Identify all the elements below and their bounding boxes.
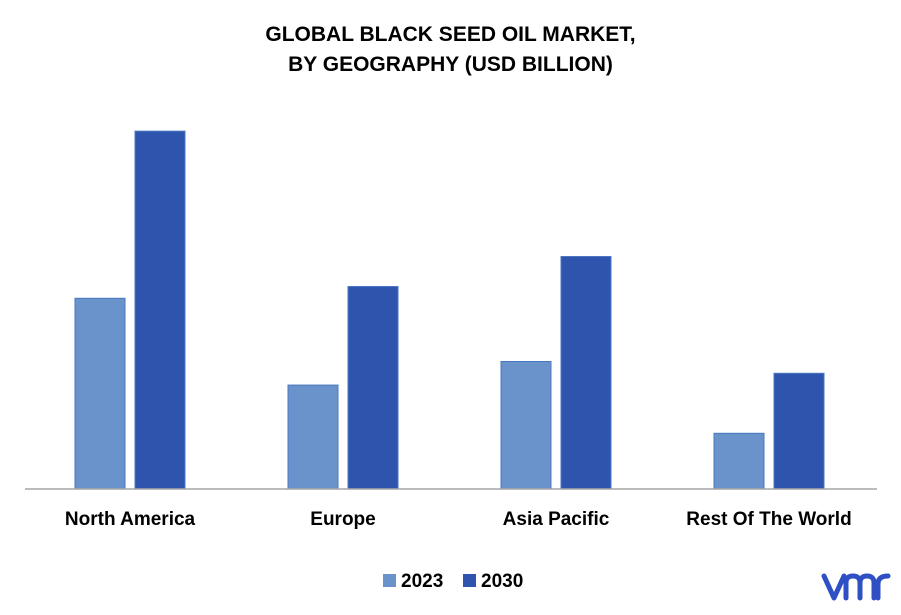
- legend: 2023 2030: [383, 571, 523, 592]
- category-label-rest-of-the-world: Rest Of The World: [686, 509, 851, 530]
- bar-2023-asia-pacific: [500, 361, 552, 490]
- chart-title-line-2: BY GEOGRAPHY (USD BILLION): [288, 53, 613, 76]
- bar-2023-north-america: [74, 297, 126, 490]
- bar-2030-asia-pacific: [560, 256, 612, 490]
- legend-swatch-2030: [463, 574, 476, 587]
- bar-2023-europe: [287, 384, 339, 490]
- chart-title: GLOBAL BLACK SEED OIL MARKET, BY GEOGRAP…: [0, 20, 901, 80]
- chart-title-line-1: GLOBAL BLACK SEED OIL MARKET,: [265, 23, 636, 46]
- category-label-north-america: North America: [65, 509, 196, 530]
- vmr-logo-mark: [821, 573, 891, 601]
- vmr-logo: [821, 573, 891, 601]
- category-label-europe: Europe: [310, 509, 375, 530]
- category-label-asia-pacific: Asia Pacific: [503, 509, 610, 530]
- bar-2023-rest-of-the-world: [713, 432, 765, 490]
- bar-2030-rest-of-the-world: [773, 372, 825, 490]
- legend-label-2030: 2030: [481, 571, 523, 592]
- bars-group: [74, 130, 825, 490]
- legend-label-2023: 2023: [401, 571, 443, 592]
- bar-2030-europe: [347, 286, 399, 490]
- bar-2030-north-america: [134, 130, 186, 490]
- legend-swatch-2023: [383, 574, 396, 587]
- category-labels: North America Europe Asia Pacific Rest Of T…: [65, 509, 852, 530]
